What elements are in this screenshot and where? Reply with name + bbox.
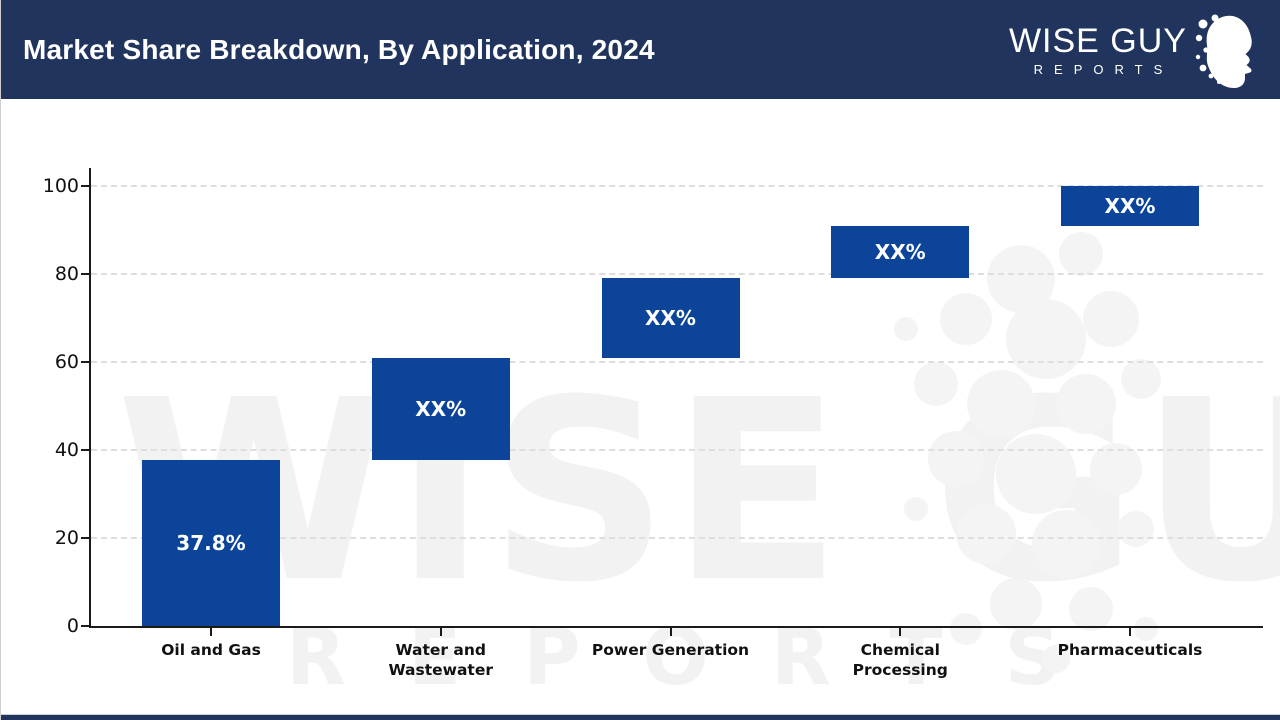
x-tick — [210, 628, 212, 636]
y-gridline — [91, 361, 1263, 363]
brand-name: WISE GUY — [1008, 21, 1187, 60]
x-category-label: Power Generation — [591, 641, 750, 659]
page-title: Market Share Breakdown, By Application, … — [23, 33, 655, 65]
x-tick — [439, 628, 442, 636]
y-tick — [81, 449, 89, 451]
bar-value-label: XX% — [645, 305, 696, 330]
y-tick-label: 60 — [54, 351, 79, 373]
header-bar: Market Share Breakdown, By Application, … — [1, 0, 1280, 99]
bar: XX% — [831, 225, 970, 279]
brand-logo-text: WISE GUY REPORTS — [1009, 24, 1187, 76]
y-tick-label: 0 — [66, 615, 79, 637]
y-tick — [81, 537, 89, 539]
y-gridline — [91, 185, 1263, 187]
y-tick-label: 40 — [54, 439, 79, 461]
bar-value-label: XX% — [874, 239, 926, 264]
x-tick — [669, 628, 672, 636]
x-axis-line — [89, 626, 1263, 628]
y-tick — [81, 361, 89, 363]
brand-subname: REPORTS — [1033, 61, 1174, 77]
x-tick — [1129, 628, 1131, 636]
bar-value-label: XX% — [415, 396, 467, 421]
footer-bar — [1, 715, 1280, 720]
y-tick-label: 80 — [54, 263, 79, 285]
y-tick-label: 20 — [54, 527, 79, 549]
y-tick-label: 100 — [42, 175, 79, 197]
y-gridline — [91, 449, 1263, 451]
bar: 37.8% — [142, 459, 280, 626]
bar: XX% — [601, 278, 740, 358]
footer-divider — [1, 714, 1280, 715]
y-axis-line — [89, 168, 91, 628]
y-gridline — [91, 273, 1263, 275]
y-gridline — [91, 537, 1263, 539]
y-tick — [81, 185, 89, 187]
y-tick — [81, 273, 89, 275]
x-category-label: Pharmaceuticals — [1057, 641, 1203, 659]
head-profile-icon — [1195, 14, 1252, 88]
brand-logo: WISE GUY REPORTS — [1009, 10, 1259, 90]
x-category-label: Chemical Processing — [852, 641, 948, 679]
watermark-text-reports: REPORTS — [286, 613, 1123, 703]
bar: XX% — [371, 357, 510, 460]
y-tick — [81, 625, 89, 627]
bar-value-label: XX% — [1104, 193, 1156, 218]
watermark-face-icon — [894, 232, 1161, 673]
x-tick — [899, 628, 902, 636]
x-category-label: Water and Wastewater — [388, 641, 494, 679]
x-category-label: Oil and Gas — [161, 641, 261, 659]
bar: XX% — [1061, 186, 1199, 226]
bar-value-label: 37.8% — [176, 530, 246, 555]
